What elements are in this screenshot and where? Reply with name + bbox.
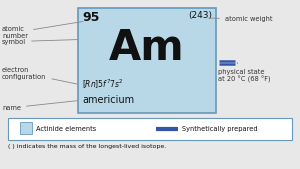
Text: name: name (2, 101, 77, 111)
Text: symbol: symbol (2, 39, 77, 45)
Bar (20, 122, 32, 134)
Bar (8, 118, 292, 140)
Text: atomic
number: atomic number (2, 21, 83, 39)
Text: $\mathit{[Rn]5f^77s^2}$: $\mathit{[Rn]5f^77s^2}$ (82, 78, 124, 91)
Text: physical state
at 20 °C (68 °F): physical state at 20 °C (68 °F) (218, 63, 271, 83)
Bar (78, 8, 216, 113)
Text: 95: 95 (82, 11, 99, 24)
Text: (243): (243) (188, 11, 212, 20)
Text: Am: Am (109, 27, 185, 69)
Text: atomic weight: atomic weight (209, 16, 272, 22)
Text: ( ) indicates the mass of the longest-lived isotope.: ( ) indicates the mass of the longest-li… (8, 144, 166, 149)
Text: americium: americium (82, 95, 134, 105)
Text: Synthetically prepared: Synthetically prepared (182, 126, 258, 132)
Text: Actinide elements: Actinide elements (36, 126, 96, 132)
Text: electron
configuration: electron configuration (2, 67, 77, 84)
